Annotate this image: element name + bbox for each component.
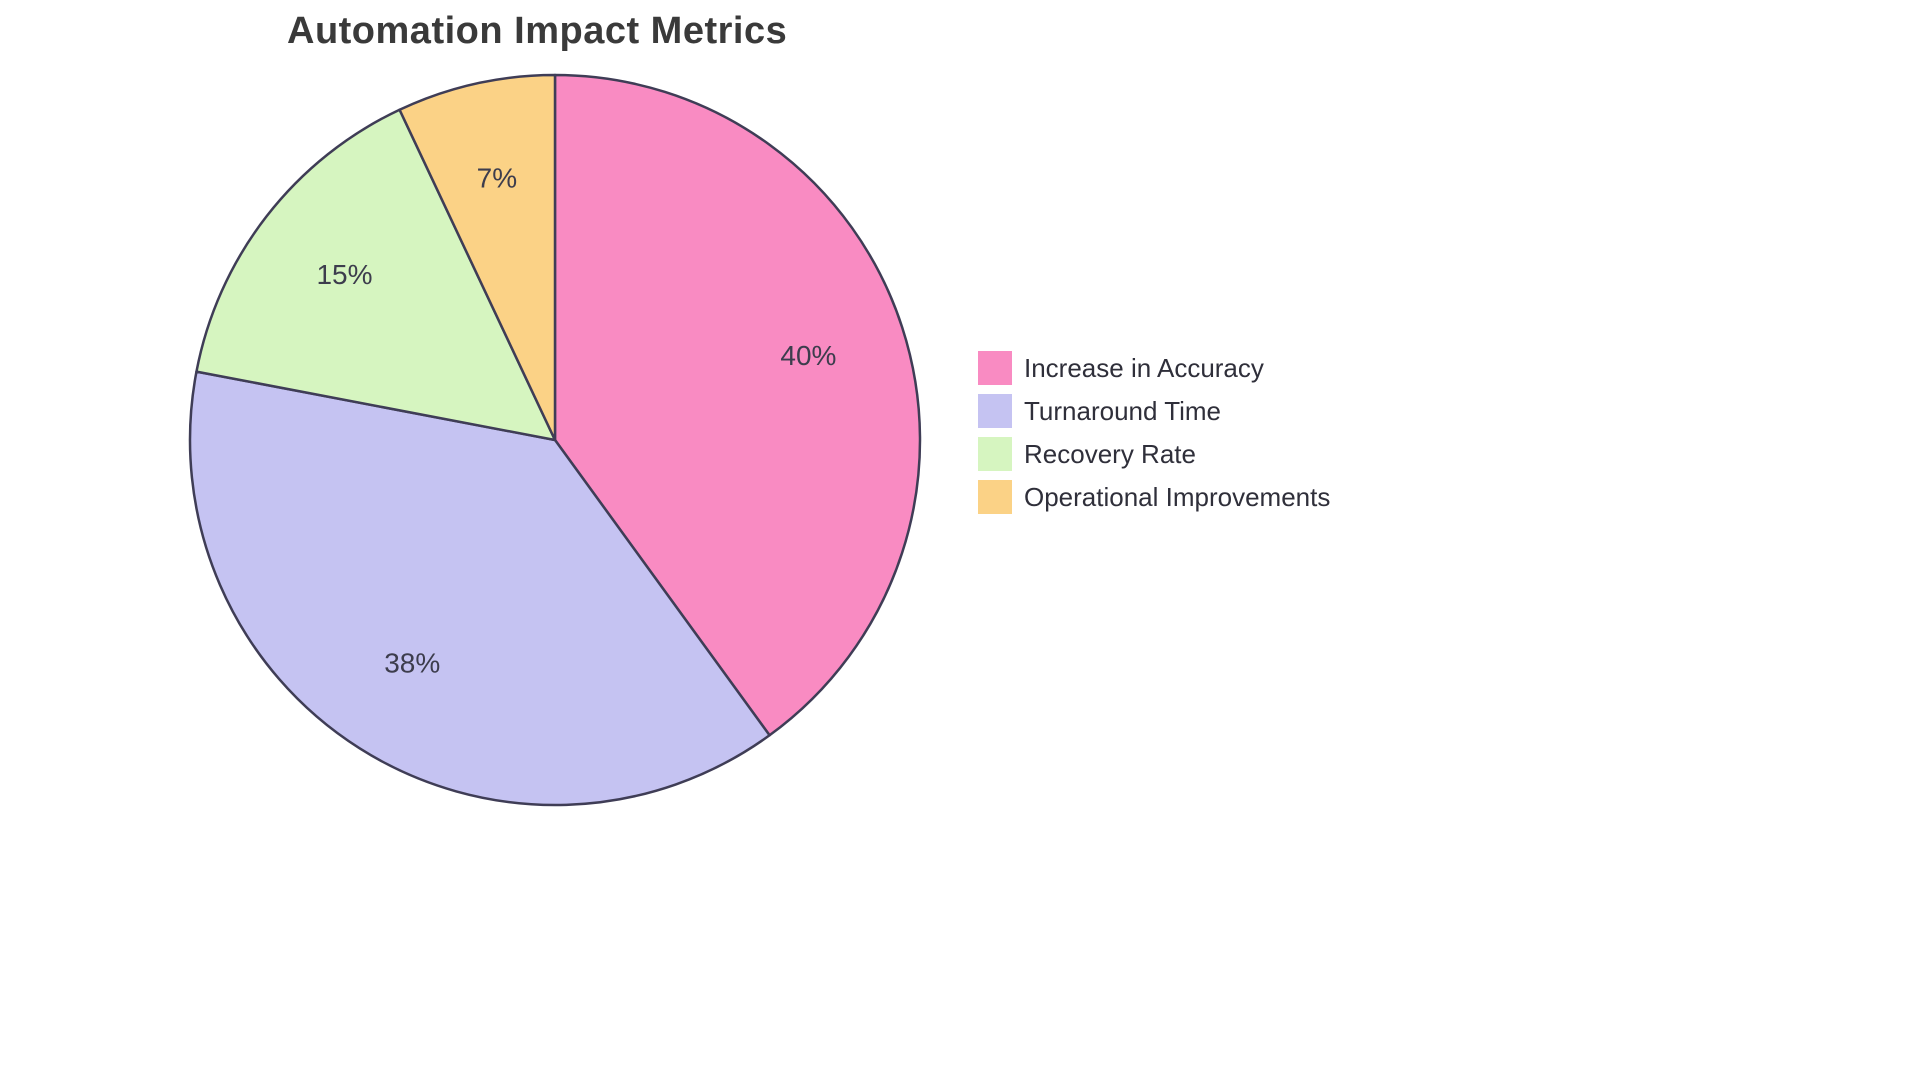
legend-label-3: Operational Improvements (1024, 481, 1331, 512)
legend: Increase in Accuracy Turnaround Time Recov… (978, 351, 1330, 514)
pie-slice-1 (188, 370, 771, 807)
legend-swatch-0 (978, 351, 1012, 385)
legend-swatch-2 (978, 437, 1012, 471)
chart-title: Automation Impact Metrics (287, 10, 788, 52)
pie-slice-value-label-1: 38% (384, 647, 440, 678)
legend-item-3: Operational Improvements (978, 480, 1330, 514)
legend-label-2: Recovery Rate (1024, 438, 1196, 469)
pie-slice-value-label-0: 40% (780, 340, 836, 371)
pie-slice-value-label-3: 7% (477, 162, 517, 193)
legend-swatch-1 (978, 394, 1012, 428)
legend-label-1: Turnaround Time (1024, 395, 1222, 426)
legend-item-0: Increase in Accuracy (978, 351, 1330, 385)
legend-swatch-3 (978, 480, 1012, 514)
legend-item-2: Recovery Rate (978, 437, 1330, 471)
pie-slice-3 (398, 73, 557, 442)
pie-slice-0 (553, 73, 922, 737)
legend-label-0: Increase in Accuracy (1024, 352, 1264, 383)
legend-item-1: Turnaround Time (978, 394, 1330, 428)
pie-slice-2 (195, 108, 557, 442)
pie-slice-value-label-2: 15% (316, 259, 372, 290)
